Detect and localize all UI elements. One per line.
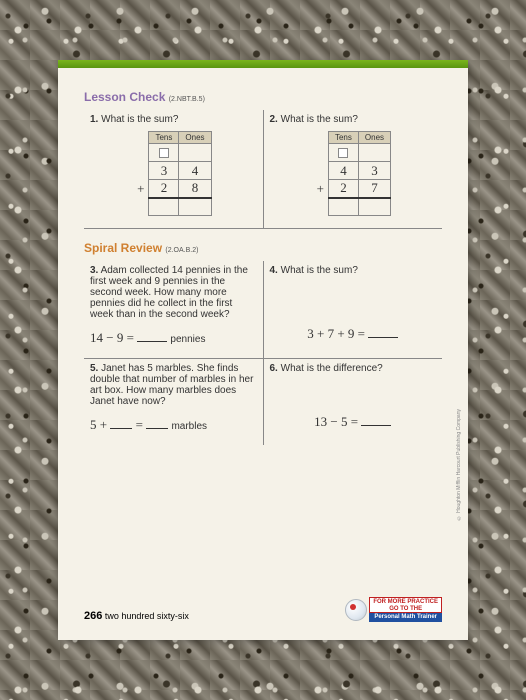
q2-op-header xyxy=(314,132,328,144)
q2-checkbox-spacer xyxy=(314,144,328,162)
q1-tens-header: Tens xyxy=(149,132,179,144)
q2-r2-ones: 7 xyxy=(358,180,390,198)
promo-line1: FOR MORE PRACTICE xyxy=(373,599,438,606)
q3-eq-left: 14 − 9 = xyxy=(90,330,134,345)
promo-blue-box: Personal Math Trainer xyxy=(369,613,442,622)
q2-ones-regroup xyxy=(358,144,390,162)
spiral-review-title: Spiral Review xyxy=(84,241,162,255)
q3-equation: 14 − 9 = pennies xyxy=(90,330,257,346)
promo-mascot-icon xyxy=(345,599,367,621)
promo-line2: GO TO THE xyxy=(373,606,438,613)
q1-r2-tens: 2 xyxy=(149,180,179,198)
spiral-row-1: 3. Adam collected 14 pennies in the firs… xyxy=(84,261,442,359)
q1-r1-tens: 3 xyxy=(149,162,179,180)
q5-blank-2 xyxy=(146,419,168,429)
q1-r1-ones: 4 xyxy=(179,162,211,180)
question-5: 5. Janet has 5 marbles. She finds double… xyxy=(84,359,264,445)
q1-text: What is the sum? xyxy=(101,114,178,125)
q2-r1-ones: 3 xyxy=(358,162,390,180)
q5-eq-left: 5 + xyxy=(90,417,107,432)
q1-ans-tens xyxy=(149,198,179,216)
copyright-text: © Houghton Mifflin Harcourt Publishing C… xyxy=(456,409,462,520)
q2-number: 2. xyxy=(270,114,278,125)
q6-blank xyxy=(361,416,391,426)
q2-tens-header: Tens xyxy=(328,132,358,144)
q1-ones-header: Ones xyxy=(179,132,211,144)
lesson-check-title: Lesson Check xyxy=(84,90,165,104)
q1-number: 1. xyxy=(90,114,98,125)
q5-text: Janet has 5 marbles. She finds double th… xyxy=(90,363,253,407)
q2-r2-tens: 2 xyxy=(328,180,358,198)
page-number: 266 two hundred sixty-six xyxy=(84,610,189,622)
q4-eq: 3 + 7 + 9 = xyxy=(307,326,365,341)
q1-r2-ones: 8 xyxy=(179,180,211,198)
spiral-review-standard: (2.OA.B.2) xyxy=(165,247,198,254)
question-2: 2. What is the sum? Tens Ones xyxy=(264,110,443,228)
q6-text: What is the difference? xyxy=(281,363,383,374)
q4-blank xyxy=(368,328,398,338)
lesson-check-row: 1. What is the sum? Tens Ones xyxy=(84,110,442,229)
q5-unit: marbles xyxy=(171,421,207,432)
q1-r1-spacer xyxy=(135,162,149,180)
q4-text: What is the sum? xyxy=(281,265,358,276)
q5-blank-1 xyxy=(110,419,132,429)
lesson-check-heading: Lesson Check (2.NBT.B.5) xyxy=(84,90,442,104)
q3-text: Adam collected 14 pennies in the first w… xyxy=(90,265,248,320)
q2-operator: + xyxy=(314,180,328,198)
q2-ones-header: Ones xyxy=(358,132,390,144)
q3-number: 3. xyxy=(90,265,98,276)
promo-text-box: FOR MORE PRACTICE GO TO THE Personal Mat… xyxy=(369,597,442,622)
q4-number: 4. xyxy=(270,265,278,276)
promo-red-box: FOR MORE PRACTICE GO TO THE xyxy=(369,597,442,613)
question-4: 4. What is the sum? 3 + 7 + 9 = xyxy=(264,261,443,358)
page-number-words: two hundred sixty-six xyxy=(105,611,189,621)
q5-number: 5. xyxy=(90,363,98,374)
q2-tens-regroup xyxy=(328,144,358,162)
spiral-review-heading: Spiral Review (2.OA.B.2) xyxy=(84,241,442,255)
q3-blank xyxy=(137,332,167,342)
q2-ans-spacer xyxy=(314,198,328,216)
q3-unit: pennies xyxy=(170,334,205,345)
q1-ans-spacer xyxy=(135,198,149,216)
q1-place-value-table: Tens Ones 3 4 + 2 xyxy=(135,131,212,216)
q4-equation: 3 + 7 + 9 = xyxy=(270,326,437,342)
lesson-check-standard: (2.NBT.B.5) xyxy=(169,96,205,103)
q6-equation: 13 − 5 = xyxy=(270,414,437,430)
q1-operator: + xyxy=(135,180,149,198)
question-3: 3. Adam collected 14 pennies in the firs… xyxy=(84,261,264,358)
q6-eq: 13 − 5 = xyxy=(314,414,358,429)
q2-ans-ones xyxy=(358,198,390,216)
q2-ans-tens xyxy=(328,198,358,216)
q1-ans-ones xyxy=(179,198,211,216)
question-1: 1. What is the sum? Tens Ones xyxy=(84,110,264,228)
q2-r1-tens: 4 xyxy=(328,162,358,180)
worksheet-page: Lesson Check (2.NBT.B.5) 1. What is the … xyxy=(58,60,468,640)
q6-number: 6. xyxy=(270,363,278,374)
worksheet-content: Lesson Check (2.NBT.B.5) 1. What is the … xyxy=(58,68,468,457)
q1-checkbox-spacer xyxy=(135,144,149,162)
q1-op-header xyxy=(135,132,149,144)
page-number-value: 266 xyxy=(84,610,102,622)
q5-equation: 5 + = marbles xyxy=(90,417,257,433)
q5-eq-mid: = xyxy=(136,417,143,432)
header-green-bar xyxy=(58,60,468,68)
q2-place-value-table: Tens Ones 4 3 + 2 xyxy=(314,131,391,216)
promo-badge: FOR MORE PRACTICE GO TO THE Personal Mat… xyxy=(345,597,442,622)
q1-ones-regroup xyxy=(179,144,211,162)
spiral-row-2: 5. Janet has 5 marbles. She finds double… xyxy=(84,359,442,445)
q2-r1-spacer xyxy=(314,162,328,180)
q1-tens-regroup xyxy=(149,144,179,162)
question-6: 6. What is the difference? 13 − 5 = xyxy=(264,359,443,445)
q2-text: What is the sum? xyxy=(281,114,358,125)
